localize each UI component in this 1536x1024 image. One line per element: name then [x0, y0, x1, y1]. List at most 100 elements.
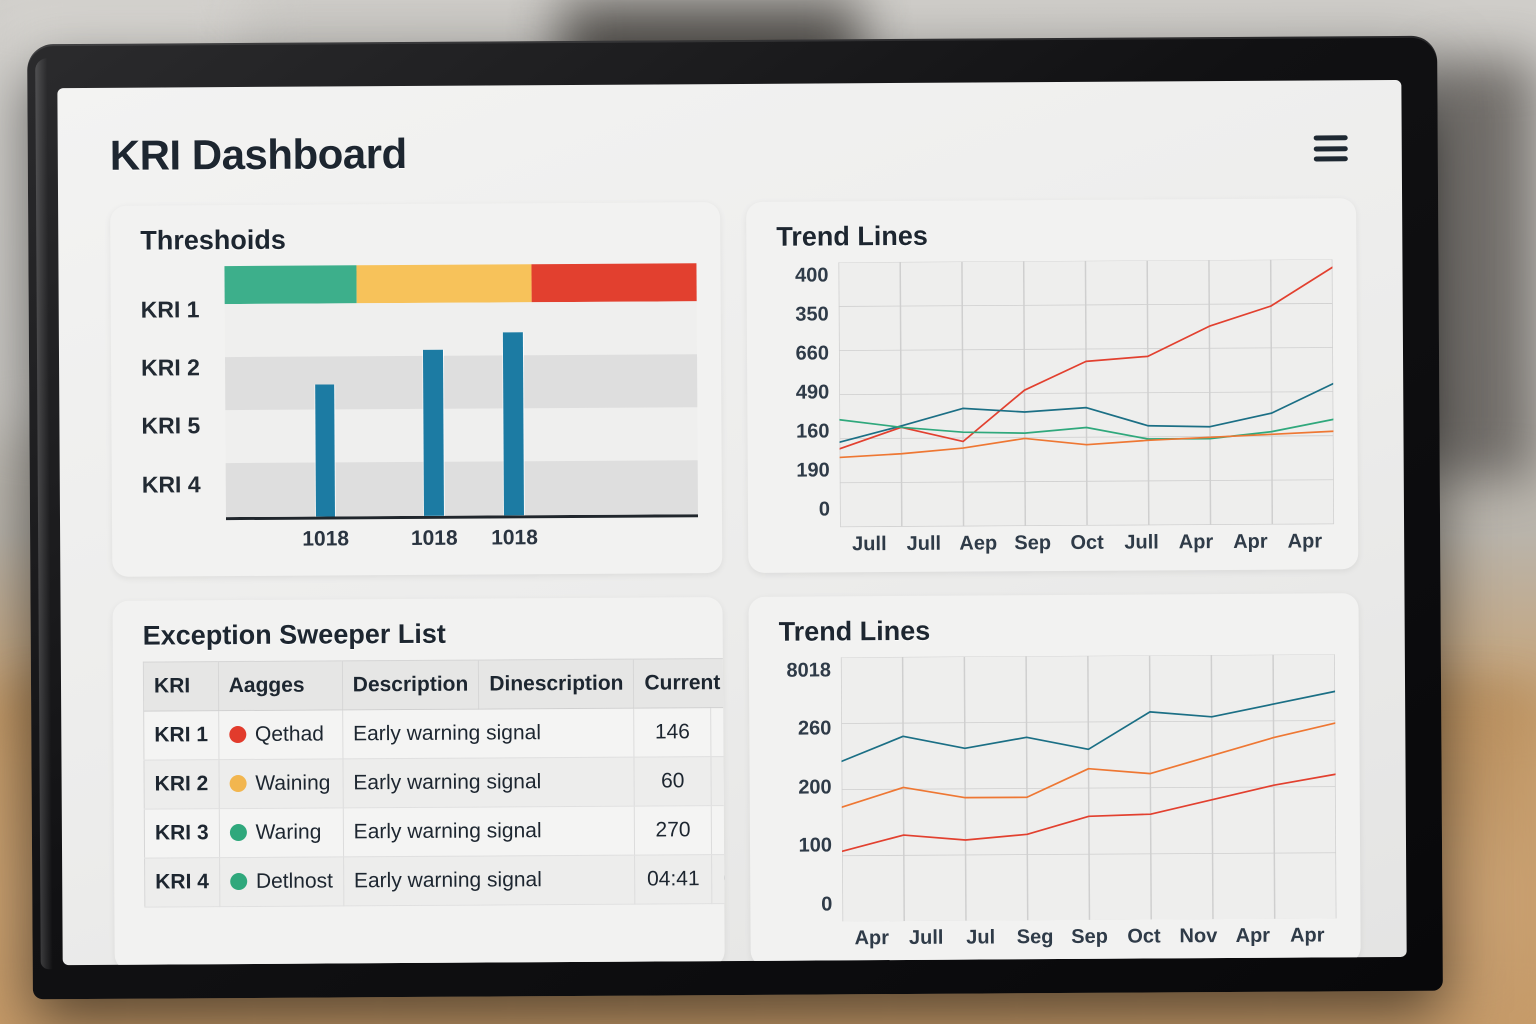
x-tick-label: Apr — [854, 927, 890, 950]
cell-kri: KRI 2 — [143, 759, 219, 809]
trend-series-red — [842, 774, 1336, 851]
x-tick-label: Apr — [1235, 924, 1271, 947]
cell-value-b: 0ɔ194 — [711, 853, 725, 904]
trend-lines-bottom-chart: 8018 260 200 100 0 Apr Jull Jul Seg Sep Oct Nov Apr… — [779, 653, 1337, 951]
cell-kri: KRI 4 — [144, 857, 220, 907]
page-title: KRI Dashboard — [109, 129, 407, 179]
trend-bottom-plot-wrap: Apr Jull Jul Seg Sep Oct Nov Apr Apr — [840, 653, 1337, 951]
cell-status: Detlnost — [219, 856, 344, 907]
status-dot-icon — [229, 774, 247, 793]
y-tick-label: 260 — [797, 717, 832, 740]
x-tick-label: Nov — [1179, 925, 1218, 948]
thresholds-label-0: KRI 1 — [140, 295, 200, 323]
y-tick-label: 8018 — [786, 658, 832, 682]
trend-top-plot-wrap: Jull Jull Aep Sep Oct Jull Apr Apr Apr — [838, 259, 1335, 556]
cell-kri: KRI 1 — [143, 710, 219, 760]
threshold-bar[interactable] — [314, 384, 336, 517]
trend-bottom-y-axis: 8018 260 200 100 0 — [779, 657, 843, 951]
threshold-x-tick: 1018 — [491, 525, 538, 549]
cell-value-b: 186 — [710, 706, 725, 757]
exception-list-panel: Exception Sweeper List KRI Aagges Descri… — [112, 596, 725, 966]
x-tick-label: Jull — [908, 926, 944, 949]
column-header-kri[interactable]: KRI — [143, 661, 219, 711]
threshold-row-band — [225, 460, 698, 517]
trend-series-green — [839, 417, 1333, 441]
thresholds-label-2: KRI 5 — [141, 412, 201, 440]
cell-description: Early warning signal — [343, 854, 636, 906]
trend-lines-top-panel: Trend Lines 400 350 660 490 160 190 0 Jull Jull… — [746, 198, 1359, 573]
threshold-bar[interactable] — [503, 332, 525, 515]
trend-lines-top-title: Trend Lines — [776, 220, 928, 252]
exception-table: KRI Aagges Description Dinescription Cur… — [142, 657, 725, 908]
thresholds-category-labels: KRI 1 KRI 2 KRI 5 KRI 4 — [140, 266, 220, 560]
threshold-band-amber — [356, 264, 532, 304]
trend-lines-top-chart: 400 350 660 490 160 190 0 Jull Jull Aep Sep Oct Jul… — [776, 259, 1335, 556]
laptop-device-bezel: KRI Dashboard Threshoids KRI 1 KRI 2 KRI… — [27, 35, 1443, 1000]
column-header-description[interactable]: Description — [342, 659, 479, 710]
table-row[interactable]: KRI 3 Waring Early warning signal270910 — [144, 804, 725, 858]
column-header-dinescription[interactable]: Dinescription — [478, 658, 635, 709]
y-tick-label: 0 — [818, 498, 831, 521]
x-tick-label: Apr — [1289, 924, 1325, 947]
x-tick-label: Apr — [1178, 530, 1214, 553]
hamburger-menu-icon[interactable] — [1313, 135, 1348, 162]
thresholds-chart: KRI 1 KRI 2 KRI 5 KRI 4 1018 1018 1018 — [140, 263, 698, 560]
thresholds-bars-area — [224, 301, 698, 520]
y-tick-label: 350 — [795, 303, 829, 326]
trend-top-x-axis: Jull Jull Aep Sep Oct Jull Apr Apr Apr — [840, 524, 1334, 556]
y-tick-label: 100 — [798, 834, 833, 857]
threshold-band-green — [224, 265, 357, 305]
x-tick-label: Seg — [1016, 926, 1054, 949]
cell-value-a: 60 — [634, 756, 712, 806]
thresholds-x-axis: 1018 1018 1018 — [226, 517, 698, 560]
threshold-band-strip — [224, 263, 697, 305]
exception-list-title: Exception Sweeper List — [142, 618, 446, 651]
status-label: Qethad — [254, 722, 324, 746]
status-label: Waring — [255, 820, 322, 844]
y-tick-label: 160 — [796, 420, 830, 443]
status-label: Detlnost — [255, 868, 334, 893]
trend-bottom-x-axis: Apr Jull Jul Seg Sep Oct Nov Apr Apr — [842, 918, 1336, 950]
cell-status: Qethad — [218, 709, 343, 760]
dashboard-screen: KRI Dashboard Threshoids KRI 1 KRI 2 KRI… — [57, 79, 1407, 966]
background-dark-shape-3 — [1430, 60, 1536, 480]
y-tick-label: 0 — [821, 893, 833, 916]
column-header-aagges[interactable]: Aagges — [218, 660, 343, 711]
threshold-bar[interactable] — [423, 349, 445, 516]
cell-status: Waring — [218, 807, 344, 858]
cell-description: Early warning signal — [342, 756, 635, 808]
trend-top-y-axis: 400 350 660 490 160 190 0 — [776, 262, 840, 556]
trend-series-orange — [839, 431, 1333, 457]
column-header-current-value[interactable]: Current Value — [633, 657, 725, 708]
exception-table-header-row: KRI Aagges Description Dinescription Cur… — [143, 657, 725, 711]
panel-grid: Threshoids KRI 1 KRI 2 KRI 5 KRI 4 1018 1… — [110, 198, 1361, 966]
table-row[interactable]: KRI 4 Detlnost Early warning signal04:410ɔ… — [144, 853, 725, 907]
status-label: Waining — [255, 770, 331, 795]
x-tick-label: Apr — [1233, 530, 1268, 553]
threshold-row-band — [225, 301, 697, 357]
x-tick-label: Sep — [1071, 925, 1108, 948]
y-tick-label: 190 — [796, 459, 830, 483]
y-tick-label: 200 — [798, 776, 832, 799]
y-tick-label: 490 — [795, 381, 830, 404]
table-row[interactable]: KRI 2 Waining Early warning signal60210 — [143, 755, 725, 809]
table-row[interactable]: KRI 1 Qethad Early warning signal146186 — [143, 706, 725, 760]
trend-top-plot — [838, 259, 1335, 527]
trend-series-teal — [841, 691, 1335, 761]
trend-lines-bottom-panel: Trend Lines 8018 260 200 100 0 Apr Jull Jul Seg… — [748, 592, 1361, 966]
thresholds-label-3: KRI 4 — [141, 471, 201, 498]
x-tick-label: Aep — [959, 531, 998, 555]
x-tick-label: Jull — [906, 532, 942, 555]
x-tick-label: Oct — [1070, 531, 1104, 554]
y-tick-label: 400 — [795, 264, 829, 287]
x-tick-label: Jull — [1124, 530, 1159, 554]
trend-bottom-plot — [840, 653, 1337, 922]
cell-value-a: 270 — [634, 805, 712, 855]
thresholds-panel: Threshoids KRI 1 KRI 2 KRI 5 KRI 4 1018 1… — [110, 202, 723, 577]
cell-value-a: 146 — [634, 707, 711, 757]
threshold-row-band — [225, 407, 697, 463]
cell-value-b: 910 — [711, 804, 725, 855]
trend-lines-bottom-title: Trend Lines — [778, 615, 931, 647]
